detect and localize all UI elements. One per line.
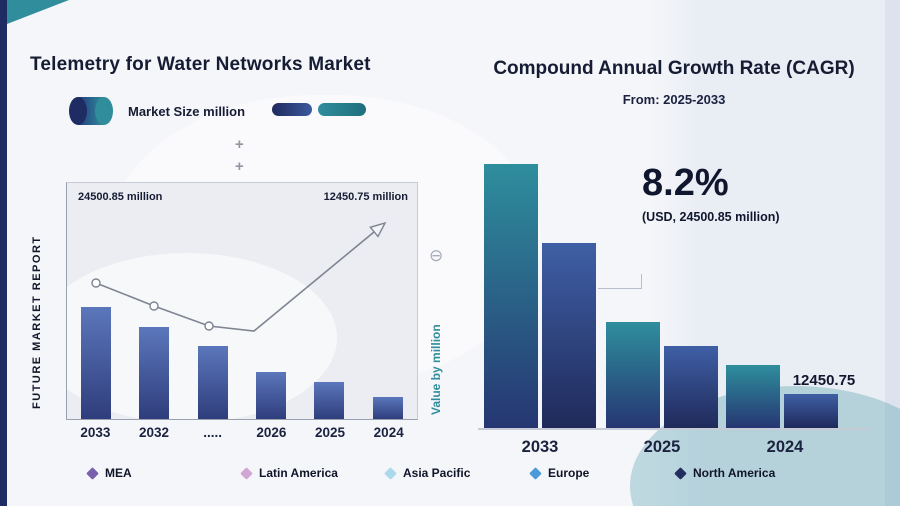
cagr-title: Compound Annual Growth Rate (CAGR)	[493, 58, 855, 79]
x-axis-labels: 2033 2032 ..... 2026 2025 2024	[66, 425, 418, 440]
legend-item-mea: MEA	[86, 466, 132, 480]
x-label-2025: 2025	[315, 425, 346, 440]
cagr-value: 8.2%	[642, 162, 729, 204]
gradient-pill-teal	[318, 103, 366, 116]
diamond-icon	[529, 466, 542, 480]
x-label-2033: 2033	[80, 425, 111, 440]
diamond-icon	[240, 466, 253, 480]
bar-2033-primary	[484, 164, 538, 428]
x-label-2024: 2024	[373, 425, 404, 440]
left-edge-strip	[0, 0, 7, 506]
decorative-bracket	[598, 274, 642, 289]
legend-label: Europe	[548, 466, 590, 480]
plus-icon: +	[235, 136, 244, 153]
value-annotation: 12450.75	[792, 372, 856, 389]
trend-arrow-icon	[91, 221, 387, 332]
right-x-label-2033: 2033	[521, 438, 559, 456]
legend-item-north-america: North America	[674, 466, 776, 480]
corner-teal-shape	[7, 0, 69, 24]
end-value-label: 12450.75 million	[323, 191, 408, 203]
cagr-detail: (USD, 24500.85 million)	[642, 210, 780, 224]
legend-label: North America	[693, 466, 776, 480]
legend-item-asia-pacific: Asia Pacific	[384, 466, 471, 480]
x-label-2032: 2032	[138, 425, 170, 440]
bar-2024-primary	[726, 364, 780, 428]
legend-label: MEA	[105, 466, 132, 480]
cagr-subtitle: From: 2025-2033	[622, 92, 726, 107]
x-label-dots: .....	[203, 425, 223, 440]
bar-group-2033	[484, 164, 596, 428]
bar-2024-secondary	[784, 393, 838, 428]
diamond-icon	[674, 466, 687, 480]
page-title: Telemetry for Water Networks Market	[30, 54, 371, 75]
bar-2033-secondary	[542, 243, 596, 428]
diamond-icon	[86, 466, 99, 480]
bar-2025	[314, 382, 345, 419]
market-size-legend: Market Size million	[68, 95, 245, 127]
legend-label: Latin America	[259, 466, 338, 480]
right-edge-strip	[885, 0, 900, 506]
cylinder-icon	[69, 97, 113, 125]
circle-minus-icon: ⊖	[429, 246, 444, 265]
plus-icon: +	[235, 158, 244, 175]
bar-2026	[256, 371, 287, 419]
x-label-2026: 2026	[256, 425, 287, 440]
vertical-watermark: FUTURE MARKET REPORT	[31, 235, 43, 409]
right-x-label-2024: 2024	[766, 438, 804, 456]
legend-item-europe: Europe	[529, 466, 590, 480]
start-value-label: 24500.85 million	[78, 191, 163, 203]
bar-2024	[372, 396, 403, 419]
bar-2025-secondary	[664, 346, 718, 428]
market-size-label: Market Size million	[128, 103, 246, 119]
right-x-label-2025: 2025	[643, 438, 681, 456]
diamond-icon	[384, 466, 397, 480]
right-bar-chart	[478, 158, 870, 430]
left-bar-chart: 24500.85 million 12450.75 million	[66, 182, 418, 420]
bar-intermediate	[197, 346, 228, 419]
bar-group-2025	[606, 322, 718, 428]
legend-item-latin-america: Latin America	[240, 466, 338, 480]
bar-series	[67, 183, 417, 419]
bar-2032	[139, 327, 170, 419]
bar-group-2024	[726, 364, 838, 428]
bar-2025-primary	[606, 322, 660, 428]
legend-label: Asia Pacific	[403, 466, 471, 480]
value-axis-label: Value by million	[429, 324, 443, 415]
bar-2033	[81, 307, 112, 419]
gradient-pill-navy	[272, 103, 312, 116]
